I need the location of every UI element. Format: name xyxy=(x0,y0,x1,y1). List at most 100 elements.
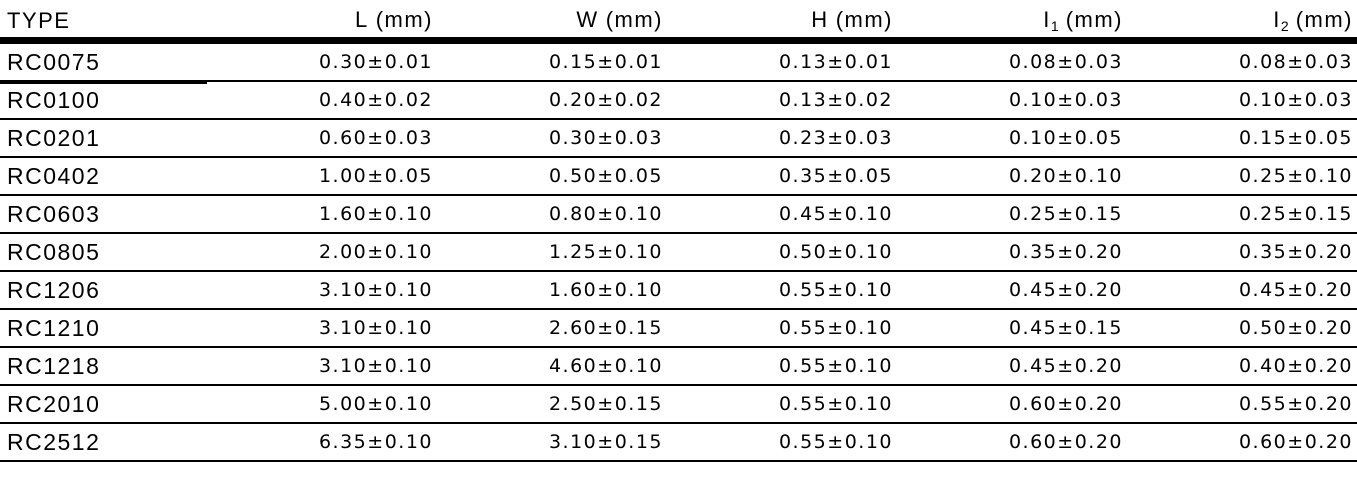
value-cell: 0.45±0.20 xyxy=(897,271,1127,310)
value-cell: 0.35±0.05 xyxy=(667,157,897,196)
type-cell: RC1210 xyxy=(0,309,207,348)
value-cell: 0.08±0.03 xyxy=(897,40,1127,82)
column-label: L xyxy=(354,7,369,32)
column-unit: (mm) xyxy=(1065,7,1123,32)
value-cell: 2.50±0.15 xyxy=(437,385,667,424)
column-label: TYPE xyxy=(7,8,71,33)
value-cell: 0.25±0.15 xyxy=(1127,195,1357,234)
column-header-l: L (mm) xyxy=(207,2,437,44)
value-cell: 0.50±0.20 xyxy=(1127,309,1357,348)
value-cell: 3.10±0.10 xyxy=(207,347,437,386)
value-cell: 0.45±0.20 xyxy=(897,347,1127,386)
type-cell: RC0805 xyxy=(0,233,207,272)
value-cell: 0.40±0.20 xyxy=(1127,347,1357,386)
column-unit: (mm) xyxy=(1295,7,1353,32)
type-cell: RC0402 xyxy=(0,157,207,196)
table-row: RC0100 0.40±0.02 0.20±0.02 0.13±0.02 0.10±0.… xyxy=(0,81,1357,120)
value-cell: 0.55±0.20 xyxy=(1127,385,1357,424)
value-cell: 0.45±0.15 xyxy=(897,309,1127,348)
value-cell: 3.10±0.10 xyxy=(207,309,437,348)
value-cell: 0.08±0.03 xyxy=(1127,40,1357,82)
table-row: RC0603 1.60±0.10 0.80±0.10 0.45±0.10 0.25±0.… xyxy=(0,195,1357,234)
table-header: TYPE L (mm) W (mm) H (mm) I1 (mm) I2 (mm) xyxy=(0,2,1357,44)
value-cell: 2.60±0.15 xyxy=(437,309,667,348)
table-row: RC1206 3.10±0.10 1.60±0.10 0.55±0.10 0.45±0.… xyxy=(0,271,1357,310)
type-cell: RC0075 xyxy=(0,40,207,82)
value-cell: 3.10±0.10 xyxy=(207,271,437,310)
value-cell: 4.60±0.10 xyxy=(437,347,667,386)
value-cell: 0.50±0.05 xyxy=(437,157,667,196)
value-cell: 0.55±0.10 xyxy=(667,309,897,348)
value-cell: 0.55±0.10 xyxy=(667,385,897,424)
value-cell: 0.60±0.03 xyxy=(207,119,437,158)
value-cell: 0.45±0.20 xyxy=(1127,271,1357,310)
table-body: RC0075 0.30±0.01 0.15±0.01 0.13±0.01 0.08±0.… xyxy=(0,40,1357,462)
value-cell: 0.13±0.02 xyxy=(667,81,897,120)
value-cell: 3.10±0.15 xyxy=(437,423,667,462)
value-cell: 0.13±0.01 xyxy=(667,40,897,82)
value-cell: 2.00±0.10 xyxy=(207,233,437,272)
type-cell: RC0201 xyxy=(0,119,207,158)
value-cell: 0.20±0.02 xyxy=(437,81,667,120)
value-cell: 0.35±0.20 xyxy=(1127,233,1357,272)
value-cell: 0.60±0.20 xyxy=(897,385,1127,424)
value-cell: 0.45±0.10 xyxy=(667,195,897,234)
value-cell: 0.40±0.02 xyxy=(207,81,437,120)
value-cell: 0.60±0.20 xyxy=(1127,423,1357,462)
table-row: RC0201 0.60±0.03 0.30±0.03 0.23±0.03 0.10±0.… xyxy=(0,119,1357,158)
value-cell: 0.55±0.10 xyxy=(667,347,897,386)
value-cell: 0.55±0.10 xyxy=(667,271,897,310)
value-cell: 0.25±0.15 xyxy=(897,195,1127,234)
column-label: W xyxy=(576,7,599,32)
value-cell: 0.20±0.10 xyxy=(897,157,1127,196)
column-header-w: W (mm) xyxy=(437,2,667,44)
resistor-dimensions-table: TYPE L (mm) W (mm) H (mm) I1 (mm) I2 (mm) RC0… xyxy=(0,2,1357,462)
column-label: I xyxy=(1043,7,1051,32)
table-row: RC1218 3.10±0.10 4.60±0.10 0.55±0.10 0.45±0.… xyxy=(0,347,1357,386)
type-cell: RC2010 xyxy=(0,385,207,424)
header-row: TYPE L (mm) W (mm) H (mm) I1 (mm) I2 (mm) xyxy=(0,2,1357,44)
value-cell: 0.80±0.10 xyxy=(437,195,667,234)
value-cell: 0.10±0.05 xyxy=(897,119,1127,158)
table-row: RC1210 3.10±0.10 2.60±0.15 0.55±0.10 0.45±0.… xyxy=(0,309,1357,348)
value-cell: 6.35±0.10 xyxy=(207,423,437,462)
value-cell: 0.30±0.01 xyxy=(207,40,437,82)
value-cell: 0.50±0.10 xyxy=(667,233,897,272)
table-row: RC2010 5.00±0.10 2.50±0.15 0.55±0.10 0.60±0.… xyxy=(0,385,1357,424)
column-header-i1: I1 (mm) xyxy=(897,2,1127,44)
value-cell: 0.23±0.03 xyxy=(667,119,897,158)
table-row: RC0402 1.00±0.05 0.50±0.05 0.35±0.05 0.20±0.… xyxy=(0,157,1357,196)
column-header-i2: I2 (mm) xyxy=(1127,2,1357,44)
type-cell: RC2512 xyxy=(0,423,207,462)
value-cell: 0.35±0.20 xyxy=(897,233,1127,272)
column-unit: (mm) xyxy=(375,7,433,32)
column-header-type: TYPE xyxy=(0,2,207,44)
table-row: RC2512 6.35±0.10 3.10±0.15 0.55±0.10 0.60±0.… xyxy=(0,423,1357,462)
column-label: I xyxy=(1273,7,1281,32)
value-cell: 1.00±0.05 xyxy=(207,157,437,196)
value-cell: 5.00±0.10 xyxy=(207,385,437,424)
value-cell: 0.25±0.10 xyxy=(1127,157,1357,196)
type-cell: RC0100 xyxy=(0,81,207,120)
value-cell: 0.10±0.03 xyxy=(897,81,1127,120)
value-cell: 0.55±0.10 xyxy=(667,423,897,462)
column-subscript: 2 xyxy=(1280,18,1289,34)
column-label: H xyxy=(811,7,829,32)
column-unit: (mm) xyxy=(605,7,663,32)
value-cell: 1.60±0.10 xyxy=(437,271,667,310)
value-cell: 1.25±0.10 xyxy=(437,233,667,272)
type-cell: RC0603 xyxy=(0,195,207,234)
table-row: RC0805 2.00±0.10 1.25±0.10 0.50±0.10 0.35±0.… xyxy=(0,233,1357,272)
column-subscript: 1 xyxy=(1050,18,1059,34)
table-row: RC0075 0.30±0.01 0.15±0.01 0.13±0.01 0.08±0.… xyxy=(0,40,1357,82)
value-cell: 0.10±0.03 xyxy=(1127,81,1357,120)
value-cell: 0.15±0.05 xyxy=(1127,119,1357,158)
column-header-h: H (mm) xyxy=(667,2,897,44)
column-unit: (mm) xyxy=(835,7,893,32)
type-cell: RC1206 xyxy=(0,271,207,310)
value-cell: 1.60±0.10 xyxy=(207,195,437,234)
type-cell: RC1218 xyxy=(0,347,207,386)
value-cell: 0.60±0.20 xyxy=(897,423,1127,462)
value-cell: 0.15±0.01 xyxy=(437,40,667,82)
value-cell: 0.30±0.03 xyxy=(437,119,667,158)
